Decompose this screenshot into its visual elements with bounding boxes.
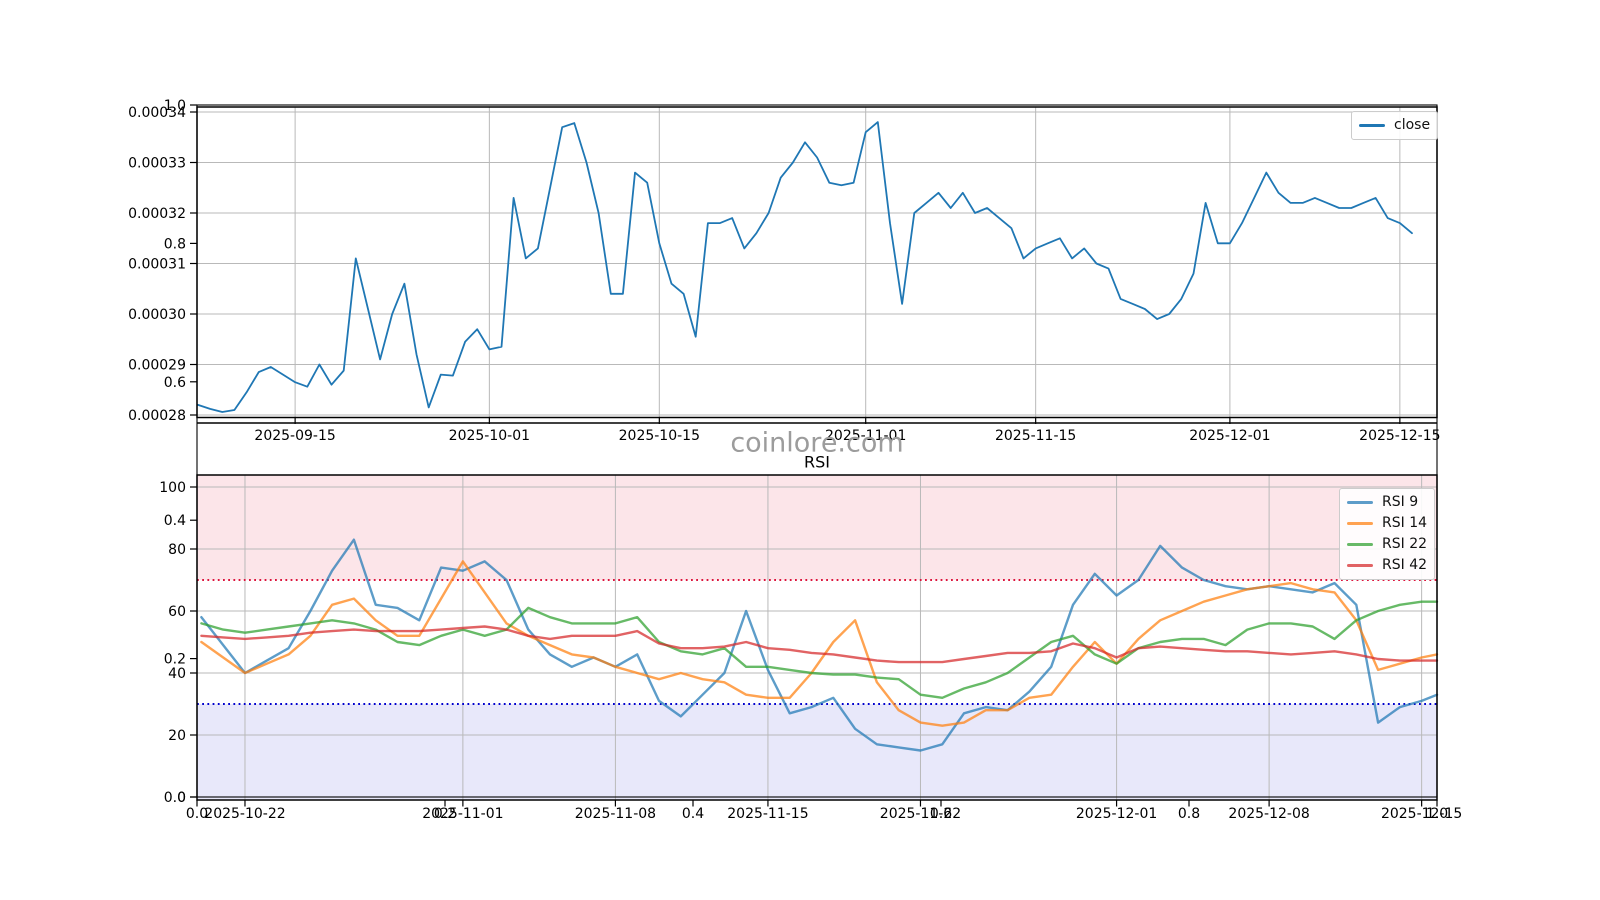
- price-series-close: [197, 121, 1413, 413]
- overlay-axis-border: [196, 104, 1438, 798]
- overlay-y-tick-label: 0.0: [164, 790, 186, 806]
- price-plot-border: [196, 106, 1438, 419]
- price-y-tick-label: 0.00033: [128, 156, 186, 172]
- rsi-x-tick-label: 2025-10-22: [204, 806, 285, 822]
- overlay-x-tick-label: 0.4: [682, 806, 704, 822]
- rsi-x-tick-label: 2025-12-15: [1381, 806, 1462, 822]
- legend-item: RSI 9: [1347, 492, 1427, 513]
- price-x-tick-label: 2025-11-01: [825, 428, 906, 444]
- rsi-x-tick-label: 2025-11-01: [422, 806, 503, 822]
- legend-line-swatch: [1347, 564, 1373, 567]
- legend-label: RSI 42: [1382, 557, 1428, 573]
- overlay-x-tick-label: 0.8: [1178, 806, 1200, 822]
- price-y-tick-label: 0.00029: [128, 358, 186, 374]
- rsi-band: [197, 704, 1437, 800]
- rsi-y-tick-label: 100: [159, 480, 186, 496]
- overlay-y-tick-label: 0.6: [164, 375, 186, 391]
- overlay-y-tick-label: 0.8: [164, 236, 186, 252]
- overlay-y-tick-label: 0.4: [164, 513, 186, 529]
- price-x-tick-label: 2025-12-15: [1359, 428, 1440, 444]
- rsi-series-rsi-9: [200, 538, 1439, 752]
- rsi-y-tick-label: 0: [177, 790, 186, 806]
- rsi-x-tick-label: 2025-12-08: [1228, 806, 1309, 822]
- legend-item: RSI 42: [1347, 555, 1427, 576]
- legend-label: RSI 14: [1382, 515, 1428, 531]
- price-y-tick-label: 0.00034: [128, 105, 186, 121]
- overlay-x-tick-label: 0.2: [434, 806, 456, 822]
- overlay-y-tick-label: 1.0: [164, 98, 186, 114]
- rsi-y-tick-label: 40: [168, 666, 186, 682]
- price-x-tick-label: 2025-10-15: [619, 428, 700, 444]
- legend-item: RSI 14: [1347, 513, 1427, 534]
- price-y-tick-label: 0.00031: [128, 257, 186, 273]
- overlay-x-tick-label: 0.6: [930, 806, 952, 822]
- legend-item: close: [1359, 115, 1430, 136]
- legend-line-swatch: [1347, 501, 1373, 504]
- price-x-tick-label: 2025-11-15: [995, 428, 1076, 444]
- rsi-series-rsi-42: [200, 625, 1439, 664]
- price-y-tick-label: 0.00032: [128, 206, 186, 222]
- rsi-y-tick-label: 20: [168, 728, 186, 744]
- legend-line-swatch: [1347, 543, 1373, 546]
- rsi-chart-title: RSI: [804, 452, 830, 472]
- price-x-tick-label: 2025-12-01: [1189, 428, 1270, 444]
- legend-label: RSI 9: [1382, 494, 1419, 510]
- rsi-y-tick-label: 60: [168, 604, 186, 620]
- price-legend: close: [1351, 111, 1439, 140]
- price-x-tick-label: 2025-09-15: [254, 428, 335, 444]
- rsi-legend: RSI 9 RSI 14 RSI 22 RSI 42: [1339, 488, 1436, 580]
- legend-line-swatch: [1359, 124, 1385, 127]
- overlay-y-tick-label: 0.2: [164, 652, 186, 668]
- price-x-tick-label: 2025-10-01: [449, 428, 530, 444]
- rsi-x-tick-label: 2025-11-15: [727, 806, 808, 822]
- watermark-text: coinlore.com: [730, 427, 904, 459]
- legend-item: RSI 22: [1347, 534, 1427, 555]
- rsi-x-tick-label: 2025-11-22: [880, 806, 961, 822]
- rsi-series-rsi-14: [200, 560, 1439, 727]
- rsi-series-rsi-22: [200, 600, 1439, 699]
- legend-label: RSI 22: [1382, 536, 1428, 552]
- overlay-x-tick-label: 0.0: [186, 806, 208, 822]
- rsi-y-tick-label: 80: [168, 542, 186, 558]
- legend-line-swatch: [1347, 522, 1373, 525]
- price-y-tick-label: 0.00028: [128, 408, 186, 424]
- rsi-x-tick-label: 2025-11-08: [575, 806, 656, 822]
- price-y-tick-label: 0.00030: [128, 307, 186, 323]
- legend-label: close: [1394, 117, 1431, 133]
- rsi-x-tick-label: 2025-12-01: [1076, 806, 1157, 822]
- overlay-x-tick-label: 1.0: [1426, 806, 1448, 822]
- rsi-band: [197, 475, 1437, 580]
